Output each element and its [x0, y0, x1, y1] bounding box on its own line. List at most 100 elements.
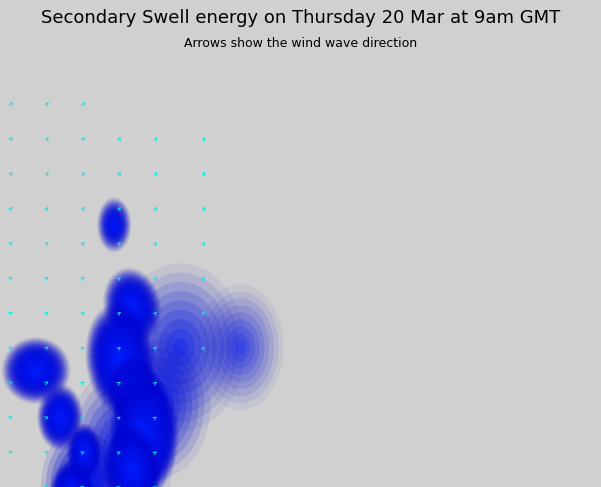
Ellipse shape	[107, 213, 121, 237]
Ellipse shape	[26, 361, 46, 380]
Ellipse shape	[108, 274, 157, 339]
Ellipse shape	[126, 401, 163, 468]
Ellipse shape	[78, 443, 90, 461]
Ellipse shape	[30, 365, 42, 376]
Ellipse shape	[49, 402, 71, 432]
Ellipse shape	[52, 405, 69, 430]
Ellipse shape	[124, 379, 152, 420]
Ellipse shape	[129, 387, 147, 412]
Ellipse shape	[113, 440, 151, 487]
Ellipse shape	[121, 374, 156, 425]
Ellipse shape	[55, 410, 65, 424]
Ellipse shape	[83, 450, 85, 454]
Ellipse shape	[114, 282, 150, 331]
Ellipse shape	[129, 406, 160, 463]
Ellipse shape	[125, 458, 139, 481]
Ellipse shape	[59, 477, 85, 487]
Ellipse shape	[49, 400, 72, 434]
Ellipse shape	[29, 363, 43, 377]
Ellipse shape	[53, 466, 91, 487]
Ellipse shape	[138, 424, 150, 445]
Ellipse shape	[132, 373, 180, 438]
Ellipse shape	[136, 419, 153, 450]
Ellipse shape	[59, 416, 61, 418]
Ellipse shape	[90, 406, 150, 487]
Ellipse shape	[133, 414, 156, 455]
Ellipse shape	[103, 207, 125, 243]
Ellipse shape	[100, 202, 129, 248]
Ellipse shape	[112, 378, 176, 487]
Ellipse shape	[128, 385, 148, 414]
Ellipse shape	[123, 455, 142, 485]
Ellipse shape	[109, 340, 132, 377]
Ellipse shape	[96, 415, 144, 487]
Ellipse shape	[119, 289, 145, 324]
Ellipse shape	[75, 473, 94, 487]
Ellipse shape	[109, 217, 119, 233]
Ellipse shape	[119, 372, 157, 427]
Ellipse shape	[236, 340, 245, 354]
Ellipse shape	[65, 459, 103, 487]
Ellipse shape	[118, 447, 147, 487]
Ellipse shape	[138, 381, 174, 430]
Ellipse shape	[3, 338, 69, 403]
Ellipse shape	[202, 291, 279, 403]
Ellipse shape	[52, 465, 93, 487]
Ellipse shape	[117, 369, 160, 431]
Ellipse shape	[150, 397, 162, 413]
Ellipse shape	[108, 433, 132, 471]
Ellipse shape	[11, 347, 61, 394]
Ellipse shape	[111, 219, 118, 231]
Ellipse shape	[105, 210, 124, 240]
Ellipse shape	[106, 211, 123, 239]
Ellipse shape	[117, 445, 148, 487]
Ellipse shape	[126, 365, 186, 446]
Ellipse shape	[60, 452, 108, 487]
Ellipse shape	[104, 269, 160, 344]
Ellipse shape	[82, 449, 87, 455]
Ellipse shape	[102, 329, 139, 389]
Ellipse shape	[137, 291, 224, 403]
Ellipse shape	[108, 340, 204, 471]
Ellipse shape	[103, 425, 161, 487]
Ellipse shape	[109, 373, 179, 487]
Ellipse shape	[159, 319, 202, 375]
Ellipse shape	[16, 351, 56, 390]
Ellipse shape	[137, 398, 139, 401]
Ellipse shape	[109, 357, 167, 442]
Ellipse shape	[124, 295, 141, 318]
Ellipse shape	[132, 391, 145, 409]
Ellipse shape	[13, 348, 59, 393]
Ellipse shape	[103, 267, 162, 345]
Ellipse shape	[126, 381, 151, 418]
Ellipse shape	[129, 301, 136, 311]
Ellipse shape	[103, 331, 138, 387]
Ellipse shape	[226, 326, 255, 368]
Ellipse shape	[101, 204, 127, 246]
Ellipse shape	[106, 429, 159, 487]
Ellipse shape	[112, 222, 117, 228]
Ellipse shape	[119, 449, 145, 487]
Ellipse shape	[97, 322, 144, 396]
Ellipse shape	[71, 431, 97, 473]
Text: Arrows show the wind wave direction: Arrows show the wind wave direction	[184, 37, 417, 50]
Ellipse shape	[107, 338, 133, 380]
Ellipse shape	[43, 392, 78, 442]
Ellipse shape	[140, 427, 148, 442]
Ellipse shape	[127, 462, 137, 477]
Ellipse shape	[104, 333, 136, 384]
Ellipse shape	[112, 279, 153, 334]
Ellipse shape	[106, 272, 158, 340]
Ellipse shape	[42, 391, 78, 444]
Ellipse shape	[114, 348, 198, 463]
Ellipse shape	[111, 375, 177, 487]
Ellipse shape	[120, 356, 192, 454]
Ellipse shape	[54, 409, 66, 426]
Ellipse shape	[117, 354, 123, 363]
Ellipse shape	[130, 409, 159, 460]
Ellipse shape	[135, 394, 142, 405]
Ellipse shape	[127, 300, 137, 313]
Ellipse shape	[131, 305, 133, 308]
Ellipse shape	[17, 352, 55, 389]
Ellipse shape	[130, 303, 135, 310]
